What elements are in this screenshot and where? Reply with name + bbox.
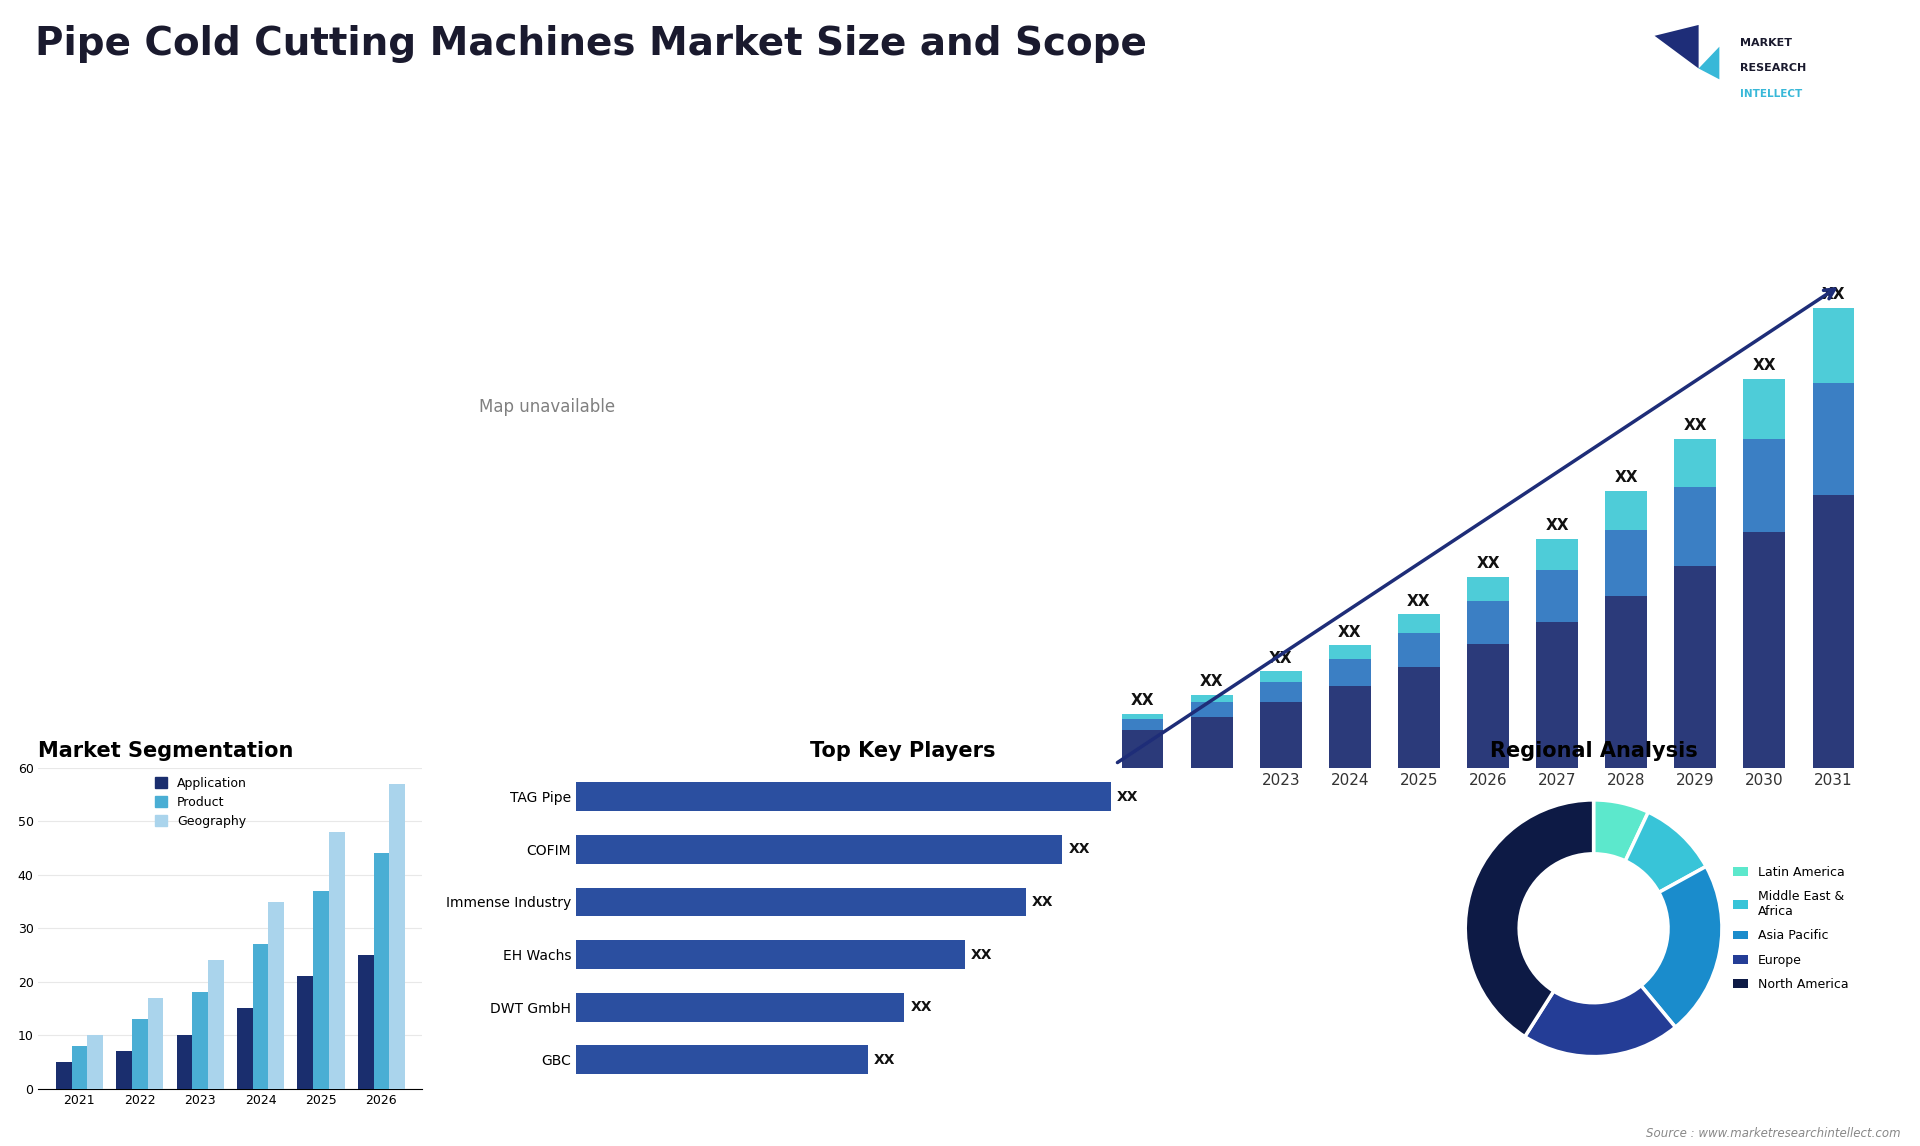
Bar xyxy=(148,998,163,1089)
Text: Map unavailable: Map unavailable xyxy=(480,398,614,416)
Bar xyxy=(1190,702,1233,717)
Wedge shape xyxy=(1642,866,1722,1027)
Title: Regional Analysis: Regional Analysis xyxy=(1490,740,1697,761)
Bar xyxy=(1467,578,1509,602)
Polygon shape xyxy=(1655,25,1699,69)
Bar xyxy=(1605,596,1647,768)
Text: XX: XX xyxy=(1476,557,1500,572)
Bar xyxy=(117,1051,132,1089)
Text: INTELLECT: INTELLECT xyxy=(1740,88,1803,99)
Text: Market Segmentation: Market Segmentation xyxy=(38,740,294,761)
Text: XX: XX xyxy=(1338,625,1361,639)
Bar xyxy=(207,960,225,1089)
Bar xyxy=(1812,308,1855,383)
Bar xyxy=(576,835,1062,864)
Text: XX: XX xyxy=(1269,651,1292,666)
Bar xyxy=(253,944,269,1089)
Bar xyxy=(328,832,344,1089)
Text: XX: XX xyxy=(1407,594,1430,609)
Bar xyxy=(313,890,328,1089)
Bar xyxy=(1329,685,1371,768)
Bar xyxy=(56,1062,71,1089)
Bar xyxy=(1743,379,1786,439)
Bar xyxy=(1743,439,1786,532)
Text: XX: XX xyxy=(1753,359,1776,374)
Bar xyxy=(1190,717,1233,768)
Bar xyxy=(1605,492,1647,531)
Text: XX: XX xyxy=(1069,842,1091,856)
Bar xyxy=(177,1035,192,1089)
Bar xyxy=(1536,570,1578,622)
Bar xyxy=(1605,531,1647,596)
Bar xyxy=(576,992,904,1021)
Bar xyxy=(86,1035,104,1089)
Bar xyxy=(576,887,1025,917)
Bar xyxy=(1398,667,1440,768)
Text: XX: XX xyxy=(1546,518,1569,533)
Bar xyxy=(1467,602,1509,644)
Bar xyxy=(576,783,1112,811)
Bar xyxy=(1121,720,1164,730)
Wedge shape xyxy=(1594,800,1647,861)
Text: XX: XX xyxy=(1033,895,1054,909)
Bar xyxy=(1536,622,1578,768)
Bar xyxy=(1674,487,1716,566)
Bar xyxy=(1121,714,1164,720)
Bar xyxy=(1674,439,1716,487)
Bar xyxy=(1260,702,1302,768)
Legend: Latin America, Middle East &
Africa, Asia Pacific, Europe, North America: Latin America, Middle East & Africa, Asi… xyxy=(1728,861,1855,996)
Text: XX: XX xyxy=(1615,471,1638,486)
Bar xyxy=(1329,645,1371,659)
Bar xyxy=(1467,644,1509,768)
Text: XX: XX xyxy=(874,1053,895,1067)
Bar xyxy=(1121,730,1164,768)
Circle shape xyxy=(1519,854,1668,1003)
Bar xyxy=(192,992,207,1089)
Bar xyxy=(1674,566,1716,768)
Bar xyxy=(1260,682,1302,702)
Wedge shape xyxy=(1465,800,1594,1037)
Text: XX: XX xyxy=(1117,790,1139,803)
Text: MARKET: MARKET xyxy=(1740,39,1791,48)
Bar xyxy=(132,1019,148,1089)
Bar xyxy=(1536,539,1578,570)
Text: XX: XX xyxy=(972,948,993,961)
Title: Top Key Players: Top Key Players xyxy=(810,740,995,761)
Text: XX: XX xyxy=(1822,288,1845,303)
Text: Source : www.marketresearchintellect.com: Source : www.marketresearchintellect.com xyxy=(1645,1128,1901,1140)
Bar xyxy=(1812,495,1855,768)
Text: Pipe Cold Cutting Machines Market Size and Scope: Pipe Cold Cutting Machines Market Size a… xyxy=(35,25,1146,63)
Text: RESEARCH: RESEARCH xyxy=(1740,63,1807,73)
Bar xyxy=(1190,694,1233,702)
Bar xyxy=(1743,532,1786,768)
Text: XX: XX xyxy=(1200,674,1223,689)
Legend: Application, Product, Geography: Application, Product, Geography xyxy=(152,774,250,831)
Bar xyxy=(1398,614,1440,634)
Bar xyxy=(236,1008,253,1089)
Bar xyxy=(1398,634,1440,667)
Bar xyxy=(269,902,284,1089)
Wedge shape xyxy=(1524,986,1676,1057)
Polygon shape xyxy=(1699,47,1720,79)
Bar xyxy=(576,940,966,970)
Text: XX: XX xyxy=(1131,693,1154,708)
Text: XX: XX xyxy=(910,1000,931,1014)
Bar xyxy=(1329,659,1371,685)
Bar xyxy=(576,1045,868,1074)
Text: XX: XX xyxy=(1684,418,1707,433)
Bar xyxy=(1260,672,1302,682)
Bar xyxy=(374,854,390,1089)
Bar xyxy=(1812,383,1855,495)
Bar xyxy=(71,1046,86,1089)
Wedge shape xyxy=(1626,813,1707,893)
Bar xyxy=(390,784,405,1089)
Bar xyxy=(298,976,313,1089)
Bar xyxy=(357,955,374,1089)
